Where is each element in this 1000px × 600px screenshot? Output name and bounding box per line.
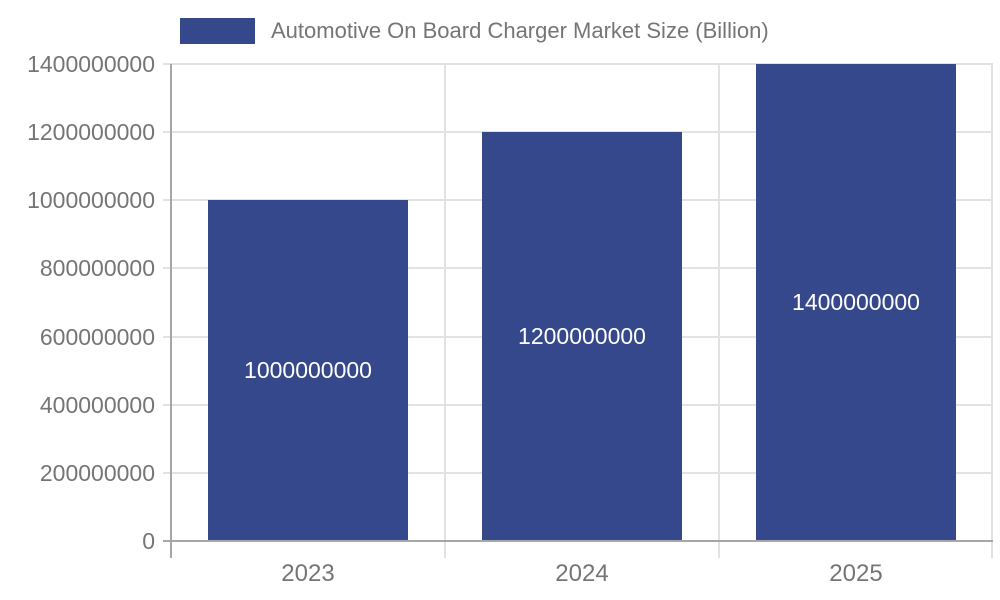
bar-value-label: 1400000000 (792, 289, 920, 315)
plot-right-border (991, 64, 993, 558)
y-tick-label: 1000000000 (27, 187, 155, 214)
x-axis-line (163, 540, 993, 542)
legend-label: Automotive On Board Charger Market Size … (271, 18, 769, 43)
category-separator (444, 64, 446, 558)
bar-2025: 1400000000 (756, 64, 956, 541)
bar-value-label: 1000000000 (244, 357, 372, 384)
y-tick-label: 400000000 (39, 391, 155, 418)
y-tick-label: 0 (142, 528, 155, 554)
legend-swatch (180, 18, 255, 44)
y-tick-label: 1400000000 (27, 51, 155, 77)
x-tick-label-2025: 2025 (829, 560, 883, 587)
x-tick-label-2024: 2024 (555, 560, 609, 587)
legend: Automotive On Board Charger Market Size … (180, 18, 769, 44)
bar-2023: 1000000000 (208, 200, 408, 541)
y-tick-label: 800000000 (39, 255, 155, 282)
x-tick-label-2023: 2023 (281, 560, 335, 587)
bar-2024: 1200000000 (482, 132, 682, 541)
bar-value-label: 1200000000 (518, 323, 646, 350)
y-axis-line (170, 64, 172, 558)
plot-area: 0 200000000 400000000 600000000 800000000 100… (27, 51, 993, 587)
y-tick-label: 600000000 (39, 323, 155, 350)
category-separator (718, 64, 720, 558)
y-tick-label: 200000000 (39, 459, 155, 486)
y-tick-label: 1200000000 (27, 119, 155, 146)
gridline-1400000000 (163, 63, 993, 65)
